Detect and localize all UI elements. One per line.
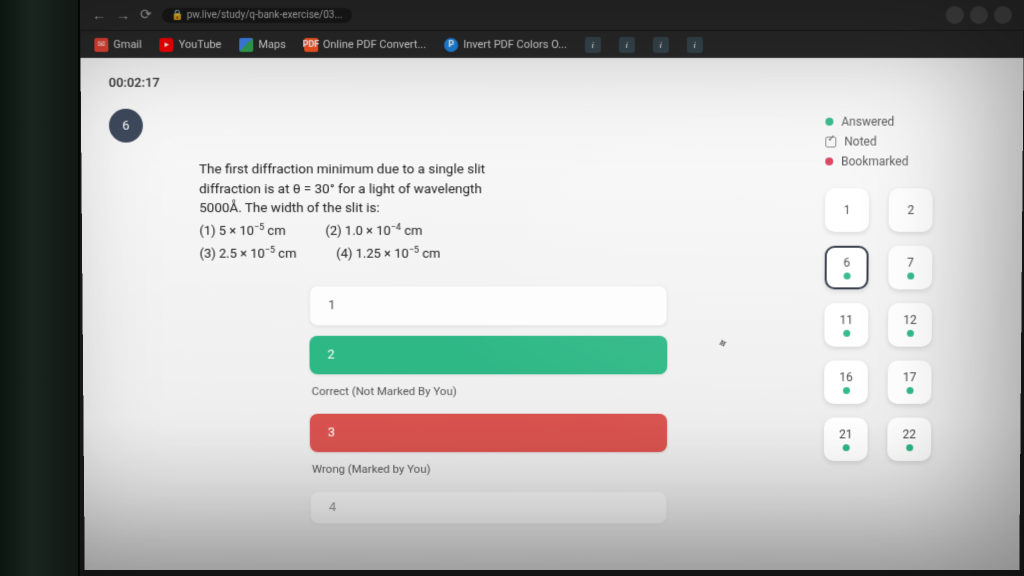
palette-cell[interactable]: 16 xyxy=(824,360,868,403)
browser-toolbar: ← → ⟳ 🔒 pw.live/study/q-bank-exercise/03… xyxy=(80,0,1024,30)
bookmark-icon: PDF xyxy=(304,37,318,51)
info-icon[interactable]: i xyxy=(619,36,635,52)
answered-dot-icon xyxy=(906,330,913,337)
palette-number: 6 xyxy=(843,256,850,270)
answer-option-4[interactable]: 4 xyxy=(310,492,667,524)
bookmark-icon: P xyxy=(444,37,458,51)
palette-number: 21 xyxy=(839,428,852,442)
screen-area: ← → ⟳ 🔒 pw.live/study/q-bank-exercise/03… xyxy=(80,0,1024,570)
bookmark-label: Maps xyxy=(258,38,285,51)
bookmark-icon xyxy=(239,37,253,51)
info-icon[interactable]: i xyxy=(653,36,669,52)
palette-number: 12 xyxy=(903,313,917,327)
option-2: (2) 1.0 × 10−4 cm xyxy=(325,223,422,242)
noted-icon xyxy=(825,136,836,147)
palette-cell[interactable]: 21 xyxy=(824,418,868,461)
answered-dot-icon xyxy=(842,387,849,394)
bookmark-item[interactable]: ✉ Gmail xyxy=(94,37,142,51)
question-line: diffraction is at θ = 30° for a light of… xyxy=(199,180,618,199)
answer-option-3-wrong[interactable]: 3 xyxy=(310,414,667,452)
answer-option-2-correct[interactable]: 2 xyxy=(309,336,667,374)
bookmark-icon: ▸ xyxy=(160,37,174,51)
legend-noted: Noted xyxy=(825,135,995,149)
page-content: 00:02:17 6 The first diffraction minimum… xyxy=(80,58,1023,570)
bookmark-item[interactable]: Maps xyxy=(239,37,285,51)
laptop-bezel xyxy=(0,0,80,576)
answer-note-correct: Correct (Not Marked By You) xyxy=(312,385,668,399)
forward-button[interactable]: → xyxy=(116,6,130,23)
palette-cell[interactable]: 2 xyxy=(889,188,933,232)
option-4: (4) 1.25 × 10−5 cm xyxy=(336,245,440,264)
question-palette: 1267111216172122 xyxy=(824,188,995,461)
palette-number: 16 xyxy=(839,370,852,384)
bookmark-label: Invert PDF Colors O... xyxy=(463,38,567,51)
extension-icons xyxy=(946,6,1012,24)
answer-list: 1 2 Correct (Not Marked By You) 3 Wrong … xyxy=(309,286,667,524)
answered-dot-icon xyxy=(842,444,849,451)
palette-number: 7 xyxy=(907,256,914,270)
legend-bookmarked: Bookmarked xyxy=(825,154,995,168)
url-text: pw.live/study/q-bank-exercise/03... xyxy=(187,9,343,20)
dot-red-icon xyxy=(825,157,833,165)
palette-cell[interactable]: 1 xyxy=(825,188,869,232)
info-icon[interactable]: i xyxy=(585,36,601,52)
question-line: The first diffraction minimum due to a s… xyxy=(199,160,618,179)
question-line: 5000Å. The width of the slit is: xyxy=(199,199,618,218)
legend: Answered Noted Bookmarked xyxy=(825,115,995,169)
palette-number: 22 xyxy=(903,428,916,442)
bookmark-label: YouTube xyxy=(179,38,222,51)
back-button[interactable]: ← xyxy=(92,6,106,23)
ext-icon[interactable] xyxy=(994,6,1012,24)
ext-icon[interactable] xyxy=(946,6,964,24)
palette-number: 2 xyxy=(907,203,914,217)
answered-dot-icon xyxy=(843,273,850,280)
question-text: The first diffraction minimum due to a s… xyxy=(199,160,618,264)
dot-green-icon xyxy=(825,118,833,126)
palette-number: 1 xyxy=(844,203,851,217)
palette-cell[interactable]: 12 xyxy=(888,303,932,346)
palette-cell[interactable]: 11 xyxy=(824,303,868,346)
palette-cell[interactable]: 6 xyxy=(825,246,869,290)
ext-icon[interactable] xyxy=(970,6,988,24)
bookmark-item[interactable]: P Invert PDF Colors O... xyxy=(444,37,567,51)
option-3: (3) 2.5 × 10−5 cm xyxy=(200,245,297,264)
legend-label: Answered xyxy=(841,115,894,129)
bookmark-icon: ✉ xyxy=(94,37,108,51)
url-bar[interactable]: 🔒 pw.live/study/q-bank-exercise/03... xyxy=(162,7,353,22)
bookmark-item[interactable]: ▸ YouTube xyxy=(160,37,222,51)
reload-button[interactable]: ⟳ xyxy=(140,7,152,23)
palette-cell[interactable]: 7 xyxy=(888,246,932,290)
answered-dot-icon xyxy=(907,273,914,280)
answer-option-1[interactable]: 1 xyxy=(309,286,667,327)
question-number-badge: 6 xyxy=(109,109,143,143)
palette-number: 11 xyxy=(840,313,853,327)
palette-cell[interactable]: 17 xyxy=(888,360,932,403)
answer-note-wrong: Wrong (Marked by You) xyxy=(312,462,667,476)
answered-dot-icon xyxy=(843,330,850,337)
palette-cell[interactable]: 22 xyxy=(887,418,931,461)
legend-label: Bookmarked xyxy=(841,154,908,168)
answered-dot-icon xyxy=(906,387,913,394)
info-icon[interactable]: i xyxy=(687,36,703,52)
bookmark-label: Gmail xyxy=(113,38,142,51)
answered-dot-icon xyxy=(906,444,913,451)
bookmarks-bar: ✉ Gmail ▸ YouTube Maps PDF Online PDF Convert.… xyxy=(80,30,1024,58)
legend-answered: Answered xyxy=(825,115,995,129)
legend-label: Noted xyxy=(844,135,876,149)
palette-number: 17 xyxy=(903,370,916,384)
bookmark-label: Online PDF Convert... xyxy=(323,38,426,51)
main-column: 6 The first diffraction minimum due to a… xyxy=(109,109,796,534)
side-column: Answered Noted Bookmarked 12671112161721… xyxy=(823,109,995,534)
bookmark-item[interactable]: PDF Online PDF Convert... xyxy=(304,37,426,51)
option-1: (1) 5 × 10−5 cm xyxy=(199,223,285,242)
timer: 00:02:17 xyxy=(109,76,996,91)
